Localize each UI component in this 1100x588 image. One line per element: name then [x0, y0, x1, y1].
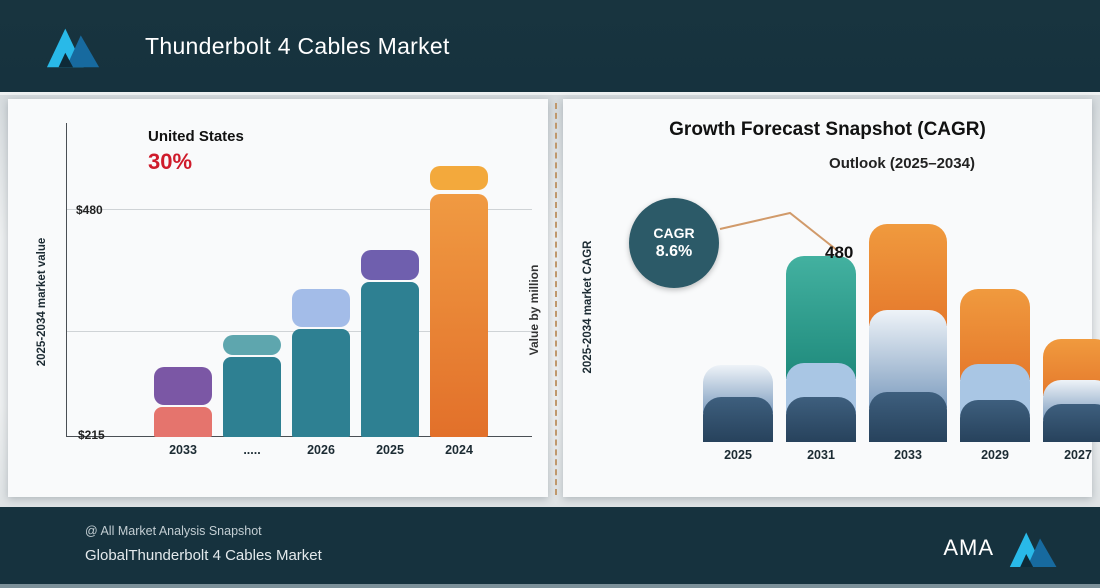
value-annotation-480: 480: [825, 243, 854, 262]
footer-tagline: @ All Market Analysis Snapshot: [85, 524, 262, 538]
right-chart-subtitle: Outlook (2025–2034): [829, 155, 975, 172]
footer-bar: @ All Market Analysis Snapshot GlobalThu…: [0, 507, 1100, 588]
growth-percentage: 30%: [148, 149, 193, 174]
page-title: Thunderbolt 4 Cables Market: [145, 32, 450, 59]
bar-stack: [223, 335, 281, 437]
dashed-divider: [555, 103, 557, 495]
x-axis-label: 2027: [1064, 448, 1092, 462]
bar-segment: [154, 367, 212, 405]
main-content: 2025-2034 market value United States 30%…: [0, 95, 1100, 507]
x-axis-label: 2029: [981, 448, 1009, 462]
right-bars-group: 2025 2031 2033 2029 2027: [703, 224, 1100, 468]
value-unit-label: Value by million: [527, 264, 541, 356]
right-chart-title: Growth Forecast Snapshot (CAGR): [669, 119, 986, 140]
x-axis-label: 2033: [169, 443, 197, 457]
footer-text-block: @ All Market Analysis Snapshot GlobalThu…: [85, 524, 322, 564]
header-bar: Thunderbolt 4 Cables Market: [0, 0, 1100, 95]
footer-report-title: GlobalThunderbolt 4 Cables Market: [85, 547, 322, 564]
left-y-axis-line: [66, 123, 67, 437]
bar-segment: [361, 250, 419, 280]
y-tick-480: $480: [76, 203, 103, 217]
bar-stack: [1043, 339, 1100, 442]
bar-stack: [786, 256, 856, 442]
x-axis-label: 2025: [724, 448, 752, 462]
bar-stack: [869, 224, 947, 442]
right-plot-area: 2025 2031 2033 2029 2027: [623, 162, 1100, 468]
x-axis-label: 2024: [445, 443, 473, 457]
bar-segment: [869, 310, 947, 408]
bar-3: 2025: [361, 250, 419, 463]
y-tick-215: $215: [78, 428, 105, 442]
bar-0: 2033: [154, 367, 212, 463]
bar-segment: [223, 357, 281, 437]
x-axis-label: 2031: [807, 448, 835, 462]
bar-stack: [703, 365, 773, 442]
bar-segment: [703, 397, 773, 442]
gridline-480: [66, 209, 532, 210]
x-axis-label: 2026: [307, 443, 335, 457]
bar-stack: [292, 289, 350, 437]
left-bars-group: 2033..... 2026 2025 2024: [154, 166, 488, 463]
bar-1: 2031: [786, 256, 856, 468]
bar-3: 2029: [960, 289, 1030, 468]
bar-segment: [869, 224, 947, 326]
bar-segment: [960, 400, 1030, 442]
right-chart-panel: Growth Forecast Snapshot (CAGR) Outlook …: [563, 99, 1100, 497]
bar-4: 2027: [1043, 339, 1100, 468]
cagr-badge-label: CAGR: [653, 225, 695, 241]
bar-stack: [361, 250, 419, 437]
bar-stack: [430, 166, 488, 437]
left-chart-panel: 2025-2034 market value United States 30%…: [8, 99, 548, 497]
bar-segment: [430, 194, 488, 437]
bar-segment: [361, 282, 419, 437]
bar-stack: [154, 367, 212, 437]
cagr-connector-line: [719, 211, 839, 252]
bar-0: 2025: [703, 365, 773, 468]
bar-2: 2033: [869, 224, 947, 468]
right-y-axis-title: 2025-2034 market CAGR: [582, 240, 594, 374]
bar-segment: [292, 289, 350, 327]
x-axis-label: .....: [243, 443, 261, 457]
cagr-badge: CAGR 8.6%: [629, 198, 719, 288]
bar-2: 2026: [292, 289, 350, 463]
bar-segment: [223, 335, 281, 355]
ama-logo-icon: [46, 28, 100, 68]
cagr-badge-value: 8.6%: [655, 243, 693, 260]
bar-segment: [292, 329, 350, 437]
bar-segment: [786, 256, 856, 379]
footer-bottom-strip: [0, 584, 1100, 588]
bar-segment: [154, 407, 212, 437]
bar-4: 2024: [430, 166, 488, 463]
bar-segment: [869, 392, 947, 442]
bar-segment: [430, 166, 488, 190]
left-plot-area: $480 $215 2033..... 2026 2025 2024: [66, 123, 532, 463]
ama-footer-logo-icon: [1009, 532, 1057, 567]
bar-stack: [960, 289, 1030, 442]
bar-segment: [1043, 404, 1100, 442]
x-axis-label: 2033: [894, 448, 922, 462]
region-label: United States: [148, 128, 244, 145]
bar-1: .....: [223, 335, 281, 463]
footer-brand: AMA: [943, 529, 1060, 567]
left-y-axis-title: 2025-2034 market value: [36, 237, 48, 367]
bar-segment: [786, 397, 856, 442]
footer-brand-text: AMA: [943, 535, 994, 560]
x-axis-label: 2025: [376, 443, 404, 457]
